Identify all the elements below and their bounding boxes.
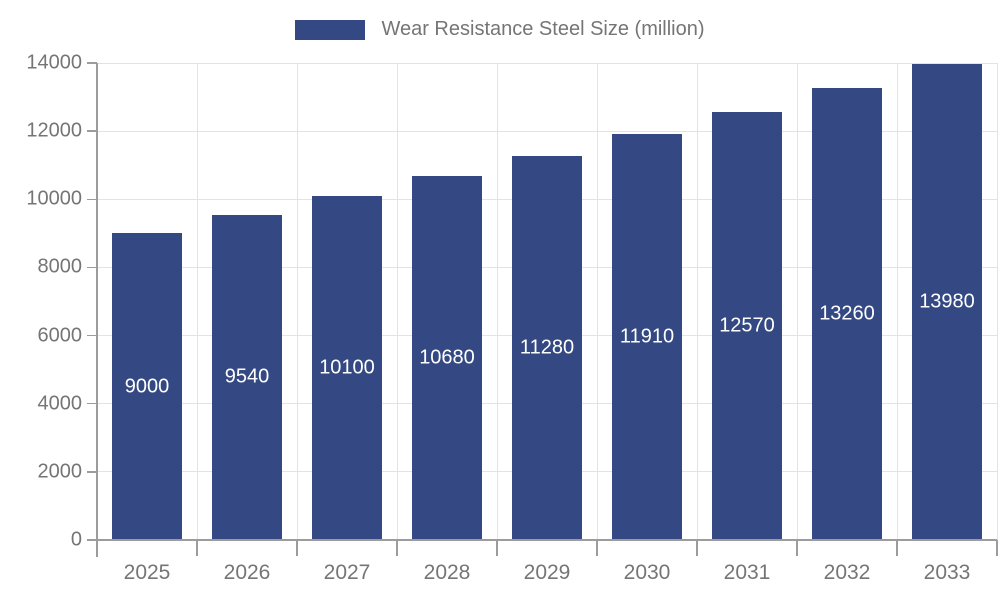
x-axis-category-label: 2030 [623, 561, 671, 584]
y-axis-tick-label: 12000 [26, 119, 82, 142]
y-axis-tick [87, 266, 97, 269]
y-axis-tick [87, 471, 97, 473]
bar[interactable]: 11910 [612, 134, 682, 540]
horizontal-gridline [97, 62, 997, 64]
bar-value-label: 9540 [224, 365, 270, 388]
y-axis-tick [87, 130, 97, 132]
x-axis-category-label: 2033 [923, 561, 971, 584]
x-axis-tick [396, 540, 398, 556]
horizontal-gridline [97, 130, 997, 132]
x-axis-tick [196, 540, 198, 556]
bar[interactable]: 10680 [412, 176, 482, 540]
legend-label: Wear Resistance Steel Size (million) [381, 18, 705, 40]
vertical-gridline [996, 63, 998, 540]
vertical-gridline [496, 63, 498, 540]
bar-value-label: 10100 [319, 356, 375, 379]
x-axis-tick [696, 540, 698, 556]
y-axis-tick-label: 0 [70, 528, 82, 551]
y-axis-tick-label: 10000 [26, 187, 82, 210]
y-axis-tick [87, 62, 97, 64]
vertical-gridline [896, 63, 898, 540]
vertical-gridline [396, 63, 398, 540]
y-axis-tick-label: 14000 [26, 51, 82, 74]
bar-value-label: 11910 [619, 325, 675, 348]
x-axis-category-label: 2028 [423, 561, 471, 584]
x-axis-category-label: 2027 [323, 561, 371, 584]
x-axis-category-label: 2032 [823, 561, 871, 584]
x-axis-line [87, 539, 997, 541]
y-axis-tick [87, 198, 97, 201]
vertical-gridline [196, 63, 198, 540]
y-axis-tick-label: 2000 [37, 460, 83, 483]
x-axis-category-label: 2026 [223, 561, 271, 584]
y-axis-tick-label: 4000 [37, 392, 83, 415]
bar[interactable]: 9540 [212, 214, 282, 540]
bar-value-label: 9000 [124, 375, 170, 398]
bar[interactable]: 13260 [812, 88, 882, 540]
x-axis-tick [796, 540, 798, 556]
bar-value-label: 10680 [419, 346, 475, 369]
plot-area: 0 2000 4000 6000 8000 10000 12000 14000 2025 2026… [26, 52, 998, 584]
bar[interactable]: 10100 [312, 195, 382, 540]
x-axis-category-label: 2031 [723, 561, 771, 584]
y-axis-line [96, 63, 98, 557]
x-axis-tick [896, 540, 898, 556]
x-axis-tick [996, 540, 998, 556]
bar[interactable]: 11280 [512, 155, 582, 540]
y-axis-tick-label: 8000 [37, 255, 83, 278]
x-axis-category-label: 2029 [523, 561, 571, 584]
bar[interactable]: 13980 [912, 63, 982, 540]
x-axis-category-label: 2025 [123, 561, 171, 584]
x-axis-tick [596, 540, 598, 556]
y-axis-tick [87, 402, 97, 405]
legend-swatch [295, 19, 366, 40]
vertical-gridline [296, 63, 298, 540]
bar[interactable]: 12570 [712, 111, 782, 540]
bar[interactable]: 9000 [112, 233, 182, 540]
bar-value-label: 13980 [919, 290, 975, 313]
bar-value-label: 12570 [719, 314, 775, 337]
y-axis-tick [87, 334, 97, 337]
x-axis-tick [296, 540, 298, 556]
vertical-gridline [596, 63, 598, 540]
bar-value-label: 13260 [819, 302, 875, 325]
vertical-gridline [796, 63, 798, 540]
bar-value-label: 11280 [519, 336, 575, 359]
x-axis-tick [496, 540, 498, 556]
y-axis-tick-label: 6000 [37, 324, 83, 347]
vertical-gridline [696, 63, 698, 540]
legend-item[interactable]: Wear Resistance Steel Size (million) [0, 18, 1000, 41]
